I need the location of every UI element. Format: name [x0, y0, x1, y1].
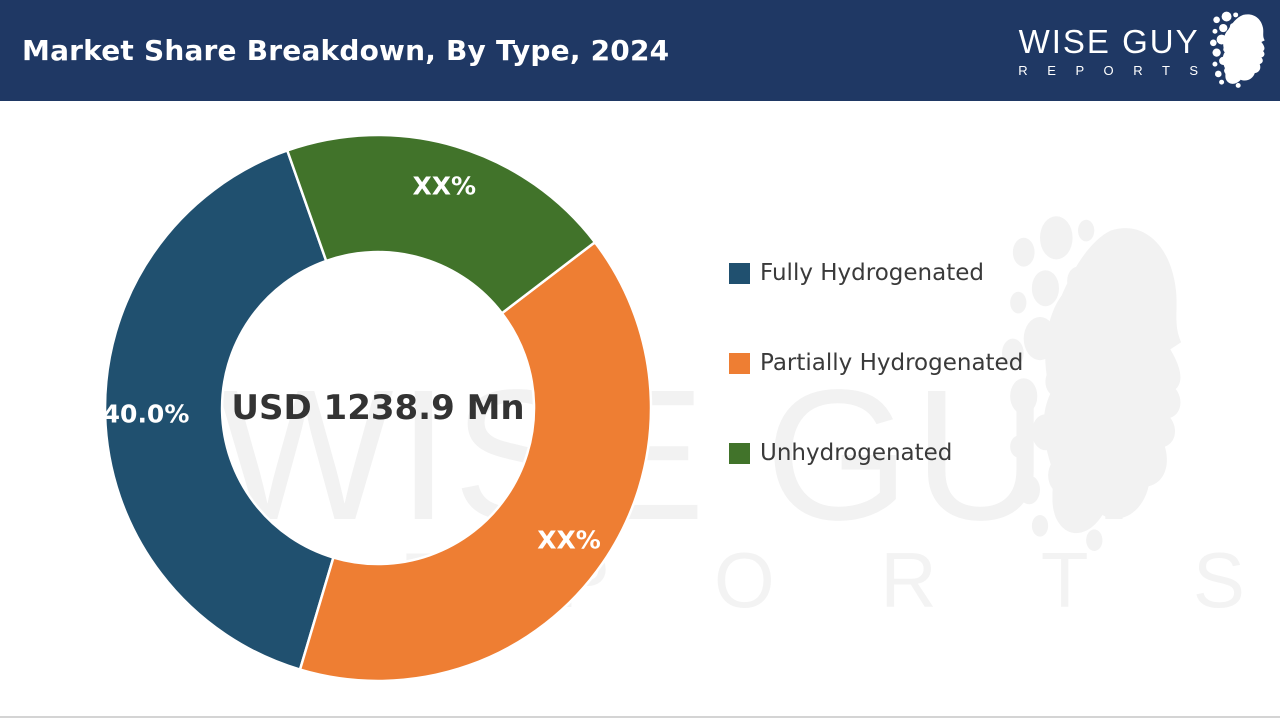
- legend-item-partially-hydrogenated: Partially Hydrogenated: [729, 349, 1024, 376]
- legend-item-unhydrogenated: Unhydrogenated: [729, 439, 1023, 466]
- segment-label-partially-hydrogenated: XX%: [537, 525, 601, 555]
- brand-subtitle: R E P O R T S: [1018, 62, 1206, 78]
- brand-name: WISE GUY: [1018, 23, 1200, 61]
- legend-swatch-blue: [729, 262, 750, 284]
- brand-logo: WISE GUY R E P O R T S: [1012, 8, 1268, 94]
- legend-label: Fully Hydrogenated: [760, 259, 984, 286]
- chart-center-value: USD 1238.9 Mn: [231, 388, 525, 428]
- watermark-face-logo-icon: [1002, 216, 1182, 551]
- page-title: Market Share Breakdown, By Type, 2024: [22, 34, 670, 67]
- donut-segment-1: [298, 240, 653, 683]
- header-bar: Market Share Breakdown, By Type, 2024 WI…: [0, 0, 1280, 101]
- donut-segment-2: [286, 133, 597, 315]
- segment-label-fully-hydrogenated: 40.0%: [102, 399, 190, 429]
- legend-swatch-orange: [729, 352, 750, 374]
- donut-chart: [103, 133, 653, 683]
- brand-logo-text: WISE GUY R E P O R T S: [1012, 23, 1206, 78]
- donut-segment-0: [103, 149, 335, 671]
- legend-swatch-green: [729, 442, 750, 464]
- brand-face-icon: [1210, 11, 1265, 88]
- legend-label: Unhydrogenated: [760, 439, 953, 466]
- segment-label-unhydrogenated: XX%: [412, 171, 477, 201]
- bottom-divider: [0, 716, 1280, 718]
- chart-legend: Fully Hydrogenated Partially Hydrogenate…: [729, 259, 1024, 532]
- legend-item-fully-hydrogenated: Fully Hydrogenated: [729, 259, 1023, 286]
- legend-label: Partially Hydrogenated: [760, 349, 1024, 376]
